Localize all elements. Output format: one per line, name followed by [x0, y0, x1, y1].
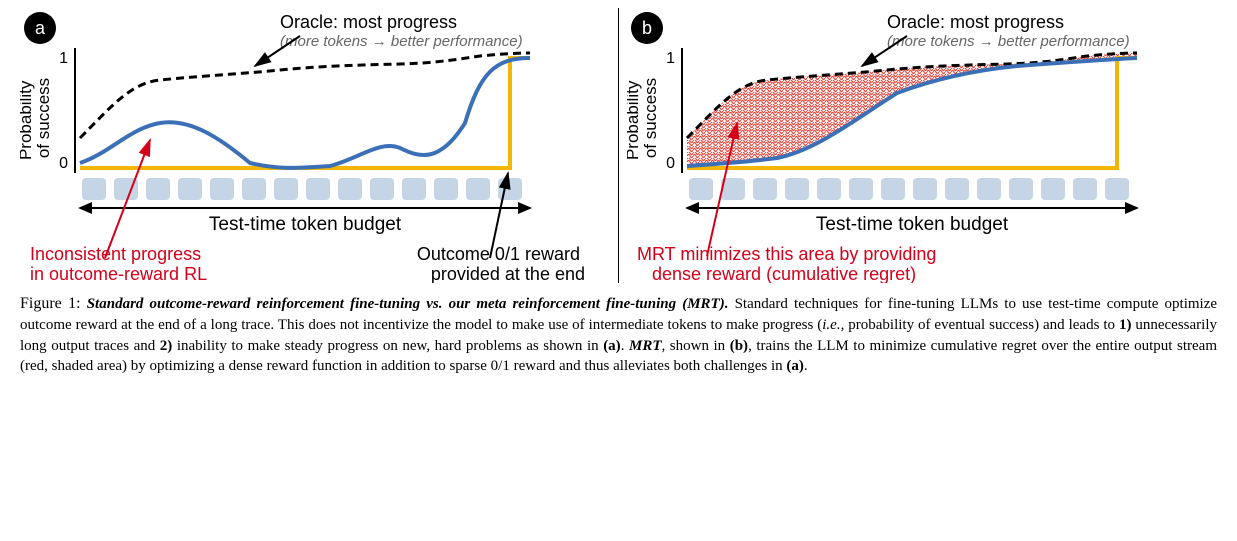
oracle-label: Oracle: most progress	[280, 12, 457, 32]
cap-ie: i.e.,	[822, 317, 844, 333]
token-blocks	[82, 178, 522, 200]
oracle-sub-b: (more tokens → better performance)	[887, 33, 1130, 50]
y-axis-label-b: Probability of success	[627, 76, 660, 160]
y-axis-label: Probability of success	[20, 76, 53, 160]
cap-2: 2)	[160, 338, 173, 354]
x-axis-label: Test-time token budget	[209, 214, 402, 235]
cap-p6: , shown in	[662, 338, 730, 354]
annot-b: MRT minimizes this area by providing den…	[637, 244, 941, 283]
cap-p4: inability to make steady progress on new…	[172, 338, 603, 354]
regret-area	[687, 53, 1137, 166]
reward-curve	[80, 58, 530, 168]
y-tick-0-b: 0	[666, 155, 675, 172]
panel-b-badge: b	[631, 12, 663, 44]
figure-panels: a Probability of success	[20, 8, 1217, 283]
caption-title: Standard outcome-reward reinforcement fi…	[87, 296, 729, 312]
annot-right-a: Outcome 0/1 reward provided at the end	[417, 244, 585, 283]
panel-a-chart: Probability of success 1 0 Oracle: most …	[20, 8, 610, 283]
cap-a2: (a)	[786, 358, 804, 374]
progress-curve	[80, 58, 530, 168]
y-tick-1-b: 1	[666, 50, 675, 67]
oracle-sub: (more tokens → better performance)	[280, 33, 523, 50]
x-axis-label-b: Test-time token budget	[816, 214, 1009, 235]
panel-b: b	[627, 8, 1217, 283]
panel-a: a Probability of success	[20, 8, 610, 283]
cap-p2: probability of eventual success) and lea…	[844, 317, 1119, 333]
panel-a-badge: a	[24, 12, 56, 44]
cap-a: (a)	[603, 338, 621, 354]
oracle-label-b: Oracle: most progress	[887, 12, 1064, 32]
y-tick-0: 0	[59, 155, 68, 172]
cap-b: (b)	[730, 338, 748, 354]
panel-divider	[618, 8, 619, 283]
y-tick-1: 1	[59, 50, 68, 67]
panel-b-chart: Probability of success 1 0 Oracle: most …	[627, 8, 1217, 283]
cap-1: 1)	[1119, 317, 1132, 333]
cap-mrt: MRT	[629, 338, 662, 354]
cap-p8: .	[804, 358, 808, 374]
annot-left-a: Inconsistent progress in outcome-reward …	[30, 244, 207, 283]
token-blocks-b	[689, 178, 1129, 200]
caption-label: Figure 1:	[20, 295, 81, 312]
figure-caption: Figure 1: Standard outcome-reward reinfo…	[20, 293, 1217, 377]
cap-p5: .	[621, 338, 629, 354]
